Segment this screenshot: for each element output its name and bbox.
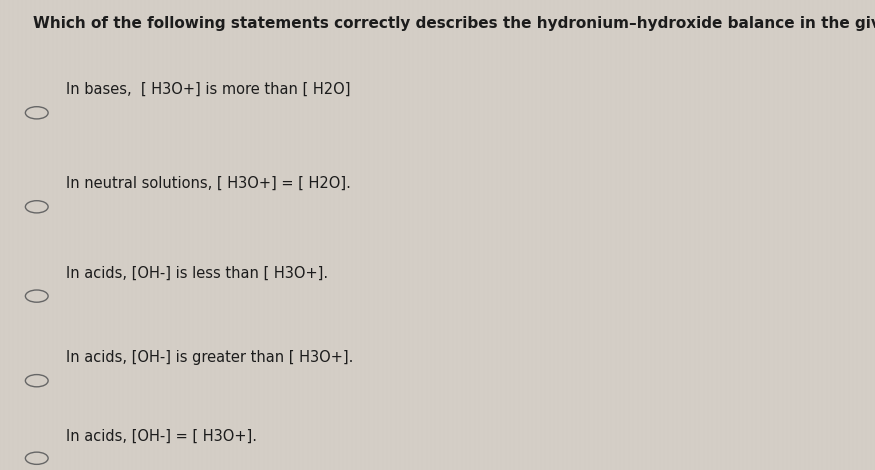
Text: In acids, [OH-] is greater than [ H3O+].: In acids, [OH-] is greater than [ H3O+]. [66,350,353,365]
Text: In acids, [OH-] = [ H3O+].: In acids, [OH-] = [ H3O+]. [66,429,256,444]
Text: Which of the following statements correctly describes the hydronium–hydroxide ba: Which of the following statements correc… [33,16,875,31]
Text: In acids, [OH-] is less than [ H3O+].: In acids, [OH-] is less than [ H3O+]. [66,266,328,281]
Text: In neutral solutions, [ H3O+] = [ H2O].: In neutral solutions, [ H3O+] = [ H2O]. [66,176,351,191]
Text: In bases,  [ H3O+] is more than [ H2O]: In bases, [ H3O+] is more than [ H2O] [66,82,350,97]
